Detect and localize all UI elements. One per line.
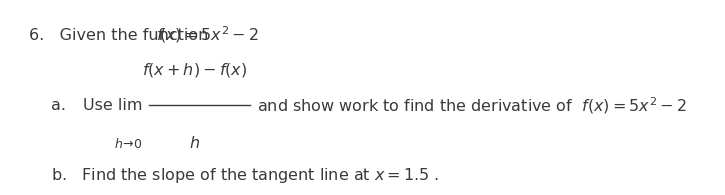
Text: $h$: $h$ bbox=[188, 135, 200, 151]
Text: $f(x+h)-f(x)$: $f(x+h)-f(x)$ bbox=[141, 61, 247, 79]
Text: a.: a. bbox=[51, 98, 66, 113]
Text: $h\!\to\!0$: $h\!\to\!0$ bbox=[114, 137, 142, 151]
Text: 6.   Given the function: 6. Given the function bbox=[29, 28, 213, 43]
Text: and show work to find the derivative of  $f(x)= 5x^2-2$: and show work to find the derivative of … bbox=[252, 95, 687, 116]
Text: Use lim: Use lim bbox=[83, 98, 143, 113]
Text: $f\!(x) = 5x^2-2$: $f\!(x) = 5x^2-2$ bbox=[156, 25, 259, 45]
Text: b.   Find the slope of the tangent line at $x = 1.5$ .: b. Find the slope of the tangent line at… bbox=[51, 166, 439, 185]
